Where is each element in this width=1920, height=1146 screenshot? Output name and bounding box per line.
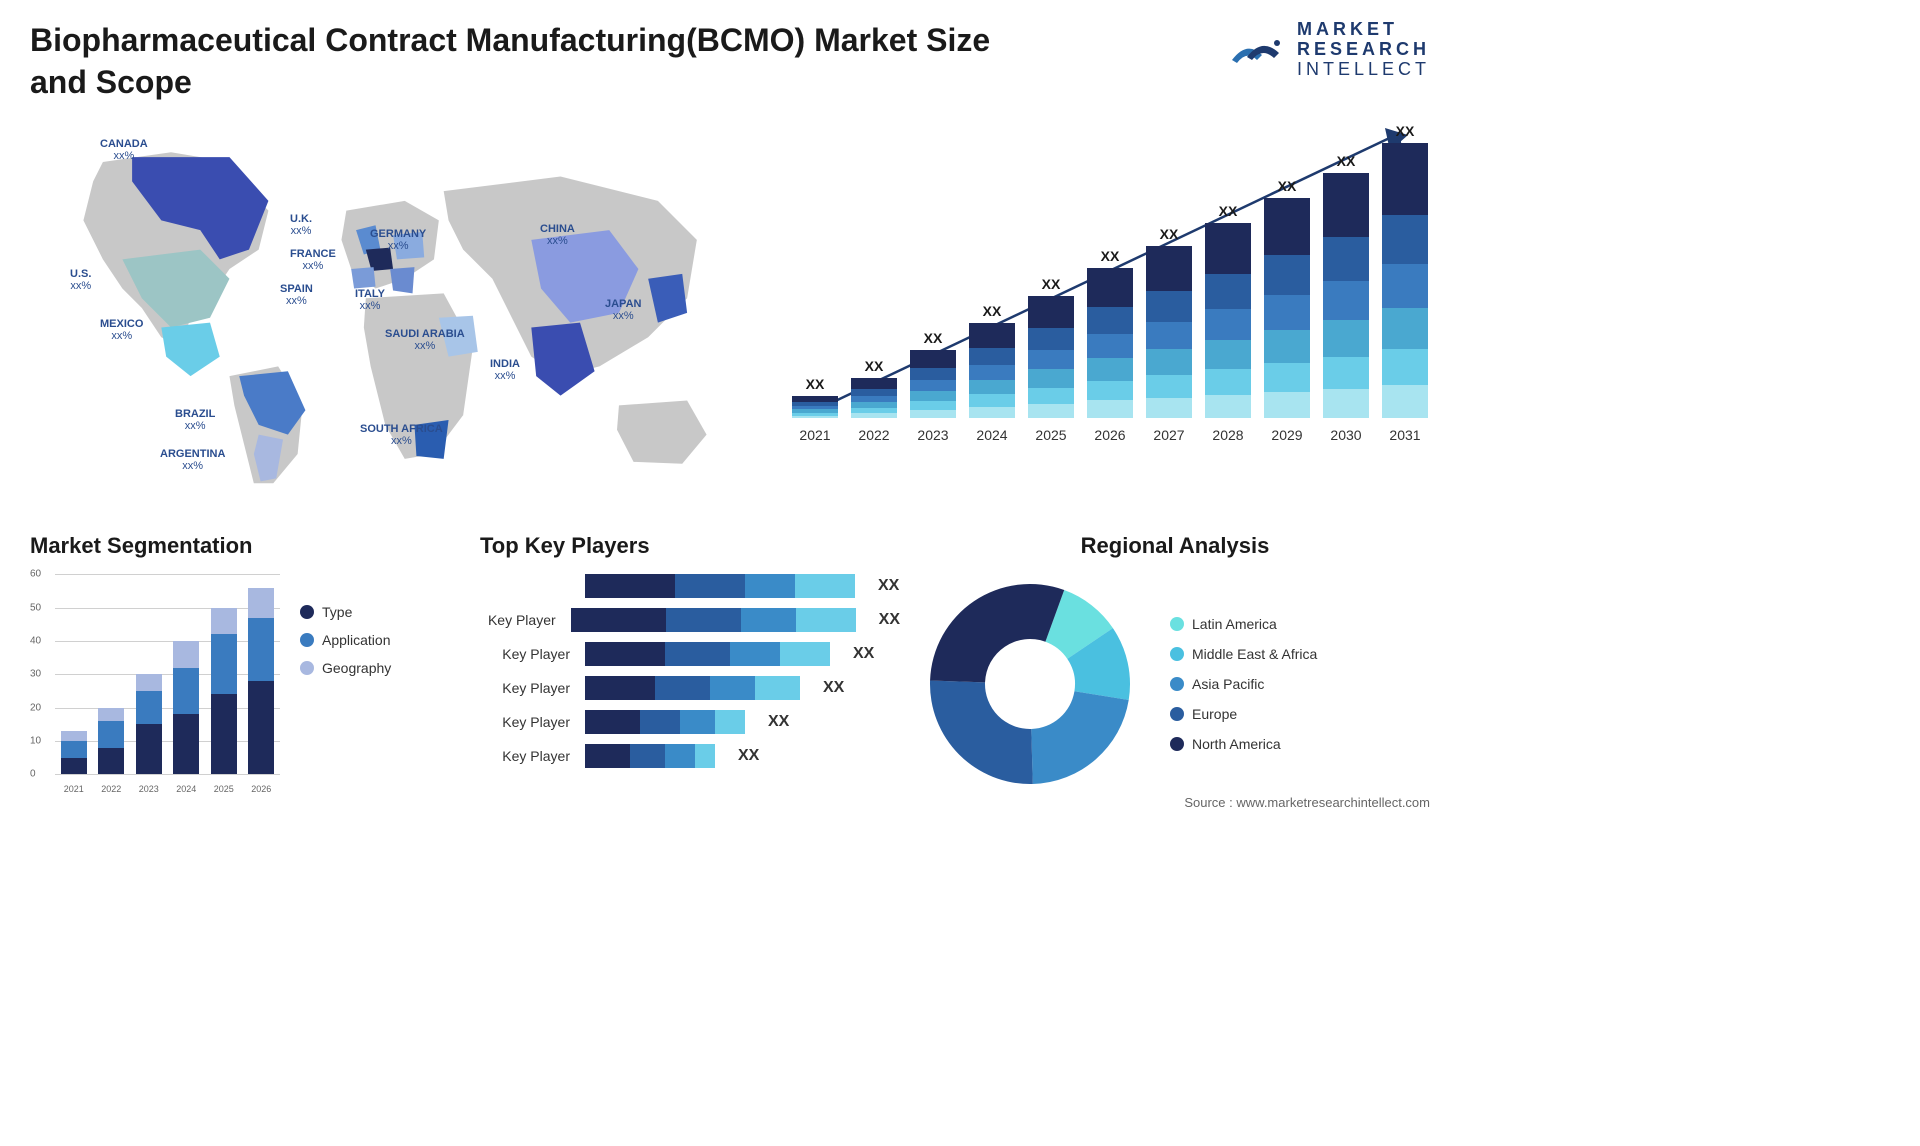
seg-year-label: 2022 [101,784,121,794]
growth-bar: XX [1144,226,1194,418]
growth-year-label: 2022 [849,427,899,443]
map-label-germany: GERMANYxx% [370,228,426,252]
growth-bar: XX [790,376,840,418]
donut-slice [1031,691,1128,784]
growth-year-label: 2026 [1085,427,1135,443]
seg-bar [61,731,87,774]
seg-legend-item: Type [300,604,391,620]
seg-bar [248,588,274,775]
seg-ytick: 40 [30,635,41,646]
map-label-brazil: BRAZILxx% [175,408,215,432]
source-attribution: Source : www.marketresearchintellect.com [1184,795,1430,810]
growth-bar: XX [1203,203,1253,418]
growth-year-label: 2029 [1262,427,1312,443]
regional-legend-item: Asia Pacific [1170,676,1317,692]
seg-ytick: 60 [30,569,41,580]
seg-year-label: 2024 [176,784,196,794]
seg-bar [211,608,237,775]
regional-legend: Latin America Middle East & Africa Asia Pa… [1170,616,1317,752]
growth-year-label: 2027 [1144,427,1194,443]
growth-year-label: 2030 [1321,427,1371,443]
map-label-canada: CANADAxx% [100,138,148,162]
growth-year-label: 2025 [1026,427,1076,443]
map-label-us: U.S.xx% [70,268,91,292]
key-players-title: Top Key Players [480,533,900,559]
segmentation-chart: 202120222023202420252026 0102030405060 [30,574,280,794]
map-label-spain: SPAINxx% [280,283,313,307]
regional-legend-item: North America [1170,736,1317,752]
brand-logo: MARKET RESEARCH INTELLECT [1227,20,1430,79]
map-label-southafrica: SOUTH AFRICAxx% [360,423,443,447]
map-label-argentina: ARGENTINAxx% [160,448,225,472]
seg-bar [173,641,199,774]
seg-ytick: 20 [30,702,41,713]
growth-bar: XX [908,330,958,418]
seg-year-label: 2025 [214,784,234,794]
logo-swoosh-icon [1227,25,1287,75]
growth-bar: XX [1026,276,1076,418]
growth-year-label: 2031 [1380,427,1430,443]
regional-legend-item: Latin America [1170,616,1317,632]
seg-bar [136,674,162,774]
player-row: Key PlayerXX [480,710,900,734]
key-players-panel: Top Key Players XX Key PlayerXX Key Player… [480,533,900,813]
donut-slice [930,681,1033,784]
seg-year-label: 2026 [251,784,271,794]
map-label-japan: JAPANxx% [605,298,641,322]
logo-line3: INTELLECT [1297,60,1430,80]
logo-line1: MARKET [1297,20,1430,40]
seg-ytick: 30 [30,669,41,680]
seg-ytick: 50 [30,602,41,613]
player-row: Key PlayerXX [480,676,900,700]
map-label-china: CHINAxx% [540,223,575,247]
regional-panel: Regional Analysis Latin America Middle Ea… [920,533,1430,813]
growth-bar: XX [967,303,1017,418]
growth-year-label: 2023 [908,427,958,443]
growth-year-label: 2024 [967,427,1017,443]
growth-chart-panel: XXXXXXXXXXXXXXXXXXXXXX 20212022202320242… [790,123,1430,503]
growth-bar: XX [1262,178,1312,418]
segmentation-legend: Type Application Geography [300,574,391,794]
player-row: Key PlayerXX [480,608,900,632]
map-label-mexico: MEXICOxx% [100,318,143,342]
donut-slice [930,584,1064,682]
growth-bar: XX [1321,153,1371,418]
seg-ytick: 0 [30,769,36,780]
regional-legend-item: Europe [1170,706,1317,722]
map-label-saudiarabia: SAUDI ARABIAxx% [385,328,465,352]
seg-ytick: 10 [30,735,41,746]
map-label-france: FRANCExx% [290,248,336,272]
player-row: Key PlayerXX [480,744,900,768]
seg-year-label: 2021 [64,784,84,794]
logo-line2: RESEARCH [1297,40,1430,60]
page-title: Biopharmaceutical Contract Manufacturing… [30,20,1030,103]
regional-title: Regional Analysis [920,533,1430,559]
player-row: XX [480,574,900,598]
seg-legend-item: Geography [300,660,391,676]
growth-bar: XX [849,358,899,418]
map-label-india: INDIAxx% [490,358,520,382]
growth-year-label: 2028 [1203,427,1253,443]
player-row: Key PlayerXX [480,642,900,666]
seg-year-label: 2023 [139,784,159,794]
regional-legend-item: Middle East & Africa [1170,646,1317,662]
growth-year-label: 2021 [790,427,840,443]
growth-bar: XX [1085,248,1135,418]
world-map-panel: CANADAxx% U.S.xx% MEXICOxx% BRAZILxx% ARGENT… [30,123,760,503]
segmentation-panel: Market Segmentation 2021 2022 2023 2024 2025… [30,533,460,813]
map-label-italy: ITALYxx% [355,288,385,312]
map-label-uk: U.K.xx% [290,213,312,237]
seg-bar [98,708,124,775]
growth-bar: XX [1380,123,1430,418]
segmentation-title: Market Segmentation [30,533,460,559]
regional-donut-chart [920,574,1140,794]
seg-legend-item: Application [300,632,391,648]
